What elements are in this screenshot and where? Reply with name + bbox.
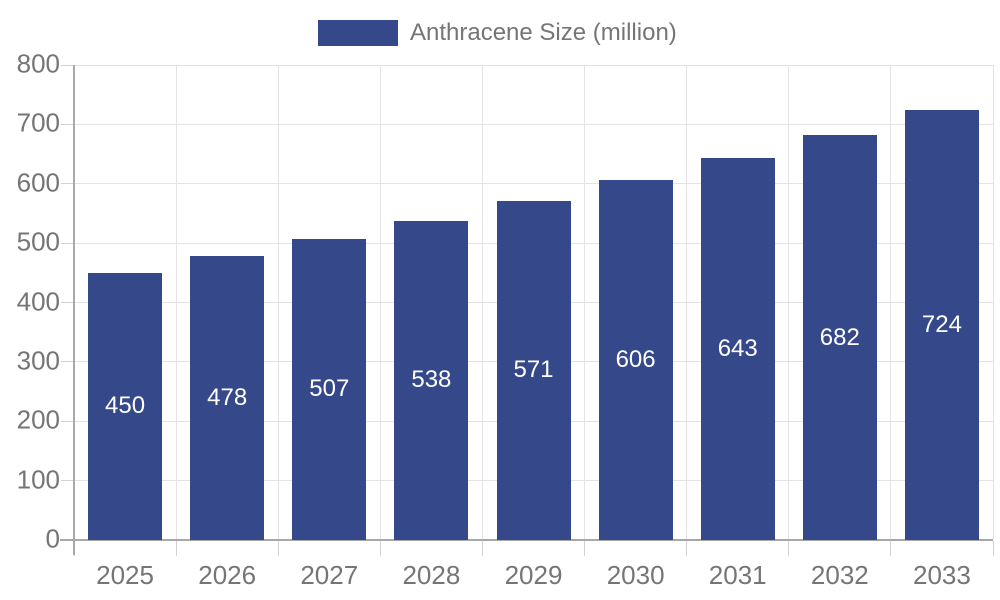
x-tick-label-2029: 2029 xyxy=(504,560,563,590)
x-axis-tick xyxy=(992,541,994,556)
bar-2025[interactable]: 450 xyxy=(88,272,163,540)
y-tick-label: 200 xyxy=(16,404,60,435)
bar-value-label: 450 xyxy=(105,392,146,420)
y-tick-label: 800 xyxy=(16,48,60,79)
bar-2028[interactable]: 538 xyxy=(394,220,469,540)
gridline-horizontal xyxy=(74,183,993,185)
gridline-vertical xyxy=(992,65,994,540)
x-axis-tick xyxy=(890,541,892,556)
x-tick-label-2032: 2032 xyxy=(810,560,869,590)
y-axis-tick xyxy=(61,361,74,363)
bar-value-label: 606 xyxy=(615,346,656,374)
x-axis-tick xyxy=(686,541,688,556)
y-axis-tick xyxy=(61,183,74,185)
bar-2026[interactable]: 478 xyxy=(190,256,265,540)
x-tick-label-2033: 2033 xyxy=(913,560,971,590)
legend-swatch xyxy=(318,20,398,46)
bar-2031[interactable]: 643 xyxy=(700,158,775,540)
gridline-horizontal xyxy=(74,64,993,66)
x-tick-label-2025: 2025 xyxy=(96,560,154,590)
y-tick-label: 400 xyxy=(16,285,60,316)
x-tick-label-2026: 2026 xyxy=(198,560,257,590)
y-axis-tick xyxy=(61,242,74,244)
y-tick-label: 300 xyxy=(16,345,60,376)
gridline-vertical xyxy=(481,65,483,540)
bar-2029[interactable]: 571 xyxy=(496,200,571,540)
x-tick-label-2030: 2030 xyxy=(606,560,665,590)
y-axis-line xyxy=(73,65,75,555)
y-tick-label: 500 xyxy=(16,226,60,257)
y-axis-tick xyxy=(61,64,74,66)
gridline-vertical xyxy=(277,65,279,540)
x-tick-label-2028: 2028 xyxy=(402,560,461,590)
bar-value-label: 682 xyxy=(819,323,860,351)
gridline-vertical xyxy=(175,65,177,540)
y-tick-label: 700 xyxy=(16,107,60,138)
bar-value-label: 538 xyxy=(411,366,452,394)
y-axis-tick xyxy=(61,420,74,422)
y-tick-label: 0 xyxy=(45,523,60,554)
y-axis-tick xyxy=(61,302,74,303)
gridline-vertical xyxy=(379,65,381,540)
bar-value-label: 643 xyxy=(717,335,758,363)
gridline-vertical xyxy=(788,65,790,540)
x-axis-tick xyxy=(379,541,381,556)
y-tick-label: 600 xyxy=(16,167,60,198)
bar-2033[interactable]: 724 xyxy=(904,110,979,540)
bar-2030[interactable]: 606 xyxy=(598,180,673,540)
legend-label: Anthracene Size (million) xyxy=(410,19,677,46)
bar-value-label: 478 xyxy=(207,384,248,412)
x-axis-tick xyxy=(175,541,177,556)
gridline-vertical xyxy=(584,65,586,540)
bar-2032[interactable]: 682 xyxy=(802,135,877,540)
bar-value-label: 724 xyxy=(921,311,962,339)
gridline-vertical xyxy=(686,65,688,540)
x-axis-tick xyxy=(584,541,586,556)
x-axis-tick xyxy=(277,541,279,556)
plot-area: 0 100 200 300 400 500 600 700 800 450 2025 478 2026 5… xyxy=(17,48,994,590)
bar-value-label: 507 xyxy=(309,375,350,403)
y-tick-label: 100 xyxy=(16,463,60,494)
x-axis-tick xyxy=(788,541,790,556)
x-axis-tick xyxy=(481,541,483,556)
legend[interactable]: Anthracene Size (million) xyxy=(318,19,677,47)
y-axis-tick xyxy=(61,480,74,482)
bar-value-label: 571 xyxy=(513,356,554,384)
x-tick-label-2027: 2027 xyxy=(300,560,359,590)
y-axis-tick xyxy=(61,123,74,125)
x-tick-label-2031: 2031 xyxy=(708,560,767,590)
gridline-vertical xyxy=(890,65,892,540)
gridline-horizontal xyxy=(74,123,993,125)
bar-2027[interactable]: 507 xyxy=(292,238,367,540)
x-axis-line xyxy=(60,539,993,541)
